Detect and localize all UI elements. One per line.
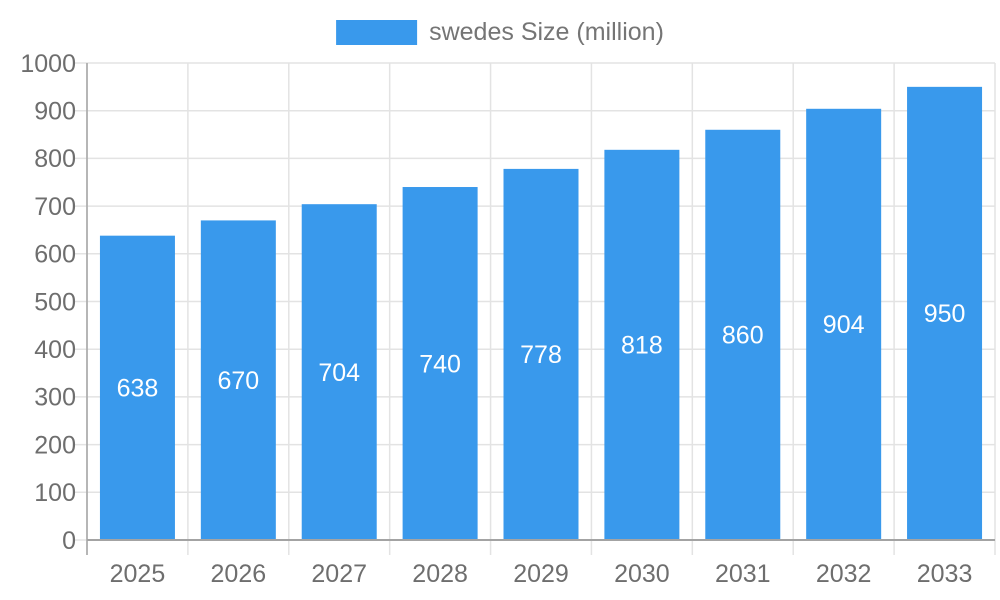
x-tick-label: 2031 xyxy=(715,560,771,588)
x-tick-label: 2030 xyxy=(614,560,670,588)
x-tick-label: 2033 xyxy=(917,560,973,588)
bar-2025 xyxy=(99,235,175,540)
x-tick-label: 2027 xyxy=(311,560,367,588)
bar-value-label: 740 xyxy=(419,350,461,378)
x-tick-label: 2029 xyxy=(513,560,569,588)
bar-value-label: 818 xyxy=(621,332,663,360)
bar-value-label: 704 xyxy=(318,359,360,387)
bar-2032 xyxy=(806,108,882,541)
legend-label: swedes Size (million) xyxy=(429,18,664,46)
y-tick-label: 800 xyxy=(34,145,76,173)
bar-value-label: 950 xyxy=(924,300,966,328)
y-tick-label: 100 xyxy=(34,479,76,507)
y-tick-label: 400 xyxy=(34,336,76,364)
chart-legend[interactable]: swedes Size (million) xyxy=(336,19,664,45)
bar-2029 xyxy=(503,168,579,541)
y-tick-label: 200 xyxy=(34,431,76,459)
y-tick-label: 500 xyxy=(34,288,76,316)
bar-value-label: 860 xyxy=(722,322,764,350)
bar-value-label: 778 xyxy=(520,341,562,369)
x-tick-label: 2025 xyxy=(110,560,166,588)
bar-2026 xyxy=(200,220,276,540)
x-tick-label: 2032 xyxy=(816,560,872,588)
y-tick-label: 700 xyxy=(34,193,76,221)
bar-2030 xyxy=(604,149,680,540)
x-tick-label: 2028 xyxy=(412,560,468,588)
y-tick-label: 900 xyxy=(34,97,76,125)
y-tick-label: 600 xyxy=(34,241,76,269)
bar-value-label: 670 xyxy=(217,367,259,395)
bar-2033 xyxy=(907,86,983,540)
bar-2031 xyxy=(705,129,781,540)
y-tick-label: 1000 xyxy=(20,50,76,78)
bar-2027 xyxy=(301,204,377,540)
legend-color-swatch xyxy=(336,19,418,45)
bar-2028 xyxy=(402,187,478,540)
bar-value-label: 638 xyxy=(117,375,159,403)
y-tick-label: 0 xyxy=(62,527,76,555)
y-tick-label: 300 xyxy=(34,384,76,412)
x-tick-label: 2026 xyxy=(211,560,267,588)
bar-value-label: 904 xyxy=(823,311,865,339)
